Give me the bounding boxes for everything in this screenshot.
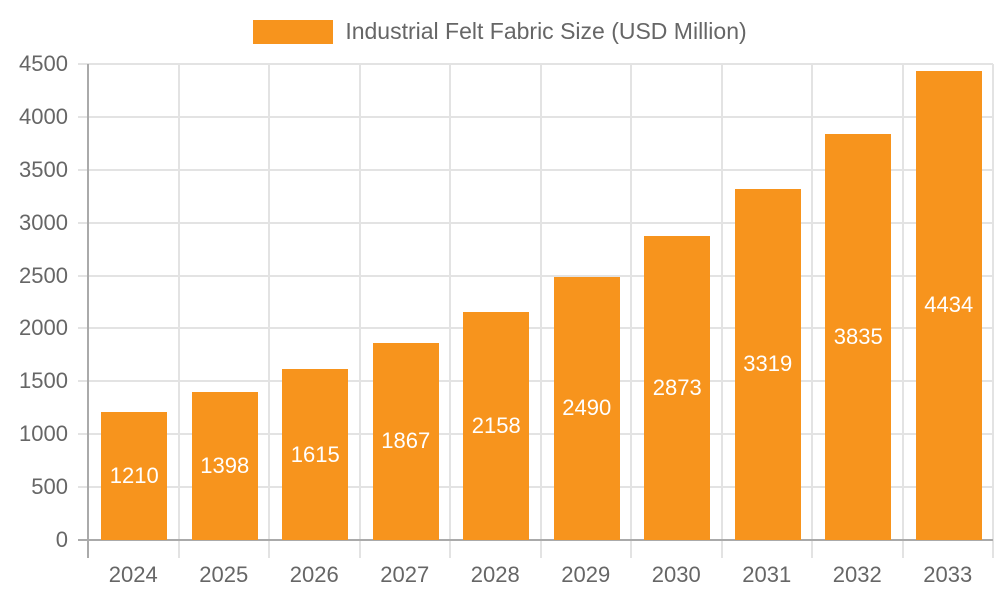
gridline-vertical — [539, 64, 542, 558]
bar-2028[interactable]: 2158 — [463, 311, 530, 540]
gridline-horizontal — [78, 380, 993, 383]
gridline-horizontal — [78, 274, 993, 277]
bar-value-label: 2490 — [562, 395, 612, 421]
y-tick-label: 4500 — [19, 51, 68, 76]
bar-2032[interactable]: 3835 — [825, 134, 892, 540]
gridline-vertical — [720, 64, 723, 558]
bar-value-label: 4434 — [924, 292, 974, 318]
bar-value-label: 3835 — [833, 324, 883, 350]
bar-2026[interactable]: 1615 — [282, 369, 349, 540]
gridline-horizontal — [78, 63, 993, 65]
legend: Industrial Felt Fabric Size (USD Million… — [0, 18, 1000, 45]
bar-2027[interactable]: 1867 — [372, 342, 439, 540]
x-tick-label: 2033 — [923, 562, 973, 587]
bar-2033[interactable]: 4434 — [915, 70, 982, 540]
x-tick-label: 2031 — [742, 562, 792, 587]
gridline-vertical — [358, 64, 361, 558]
gridline-horizontal — [78, 433, 993, 436]
x-tick-label: 2029 — [561, 562, 611, 587]
y-tick-label: 1500 — [19, 368, 68, 394]
bar-2029[interactable]: 2490 — [553, 276, 620, 540]
gridline-vertical — [177, 64, 180, 558]
gridline-horizontal — [78, 115, 993, 118]
y-axis-line — [87, 64, 89, 558]
gridline-vertical — [449, 64, 451, 558]
x-axis-line — [78, 539, 993, 541]
gridline-vertical — [811, 64, 813, 558]
y-tick-label: 4000 — [19, 103, 68, 129]
x-tick-label: 2025 — [199, 562, 249, 587]
plot-area: 1210 1398 1615 1867 2158 2490 2873 3319 3835 4434 — [78, 63, 994, 558]
y-tick-label: 2000 — [19, 315, 68, 341]
y-tick-label: 3000 — [19, 209, 68, 235]
gridline-horizontal — [78, 221, 993, 224]
legend-label[interactable]: Industrial Felt Fabric Size (USD Million… — [345, 18, 747, 44]
x-tick-label: 2030 — [651, 562, 701, 587]
bar-value-label: 2873 — [652, 375, 702, 401]
bar-value-label: 2158 — [471, 412, 521, 438]
gridline-horizontal — [78, 327, 993, 330]
x-tick-label: 2024 — [108, 562, 158, 587]
bar-value-label: 1398 — [200, 453, 250, 479]
y-tick-label: 500 — [31, 474, 68, 500]
bar-value-label: 1867 — [381, 428, 431, 454]
bar-value-label: 3319 — [743, 351, 793, 377]
x-tick-label: 2032 — [832, 562, 882, 587]
x-tick-label: 2026 — [289, 562, 339, 587]
gridline-vertical — [630, 64, 632, 558]
bar-2025[interactable]: 1398 — [191, 392, 258, 540]
x-tick-label: 2027 — [380, 562, 430, 587]
gridline-vertical — [268, 64, 270, 558]
gridline-horizontal — [78, 168, 993, 171]
x-tick-label: 2028 — [470, 562, 520, 587]
gridline-horizontal — [78, 486, 993, 489]
y-tick-label: 3500 — [19, 156, 68, 182]
bar-2030[interactable]: 2873 — [644, 236, 711, 540]
gridline-vertical — [992, 64, 994, 558]
bar-2031[interactable]: 3319 — [734, 188, 801, 540]
bar-value-label: 1210 — [109, 463, 159, 488]
y-tick-label: 1000 — [19, 421, 68, 447]
y-tick-label: 0 — [55, 527, 68, 552]
gridline-vertical — [901, 64, 904, 558]
y-tick-label: 2500 — [19, 262, 68, 288]
bar-value-label: 1615 — [290, 441, 340, 467]
bar-2024[interactable]: 1210 — [101, 412, 168, 540]
legend-swatch[interactable] — [253, 19, 334, 44]
